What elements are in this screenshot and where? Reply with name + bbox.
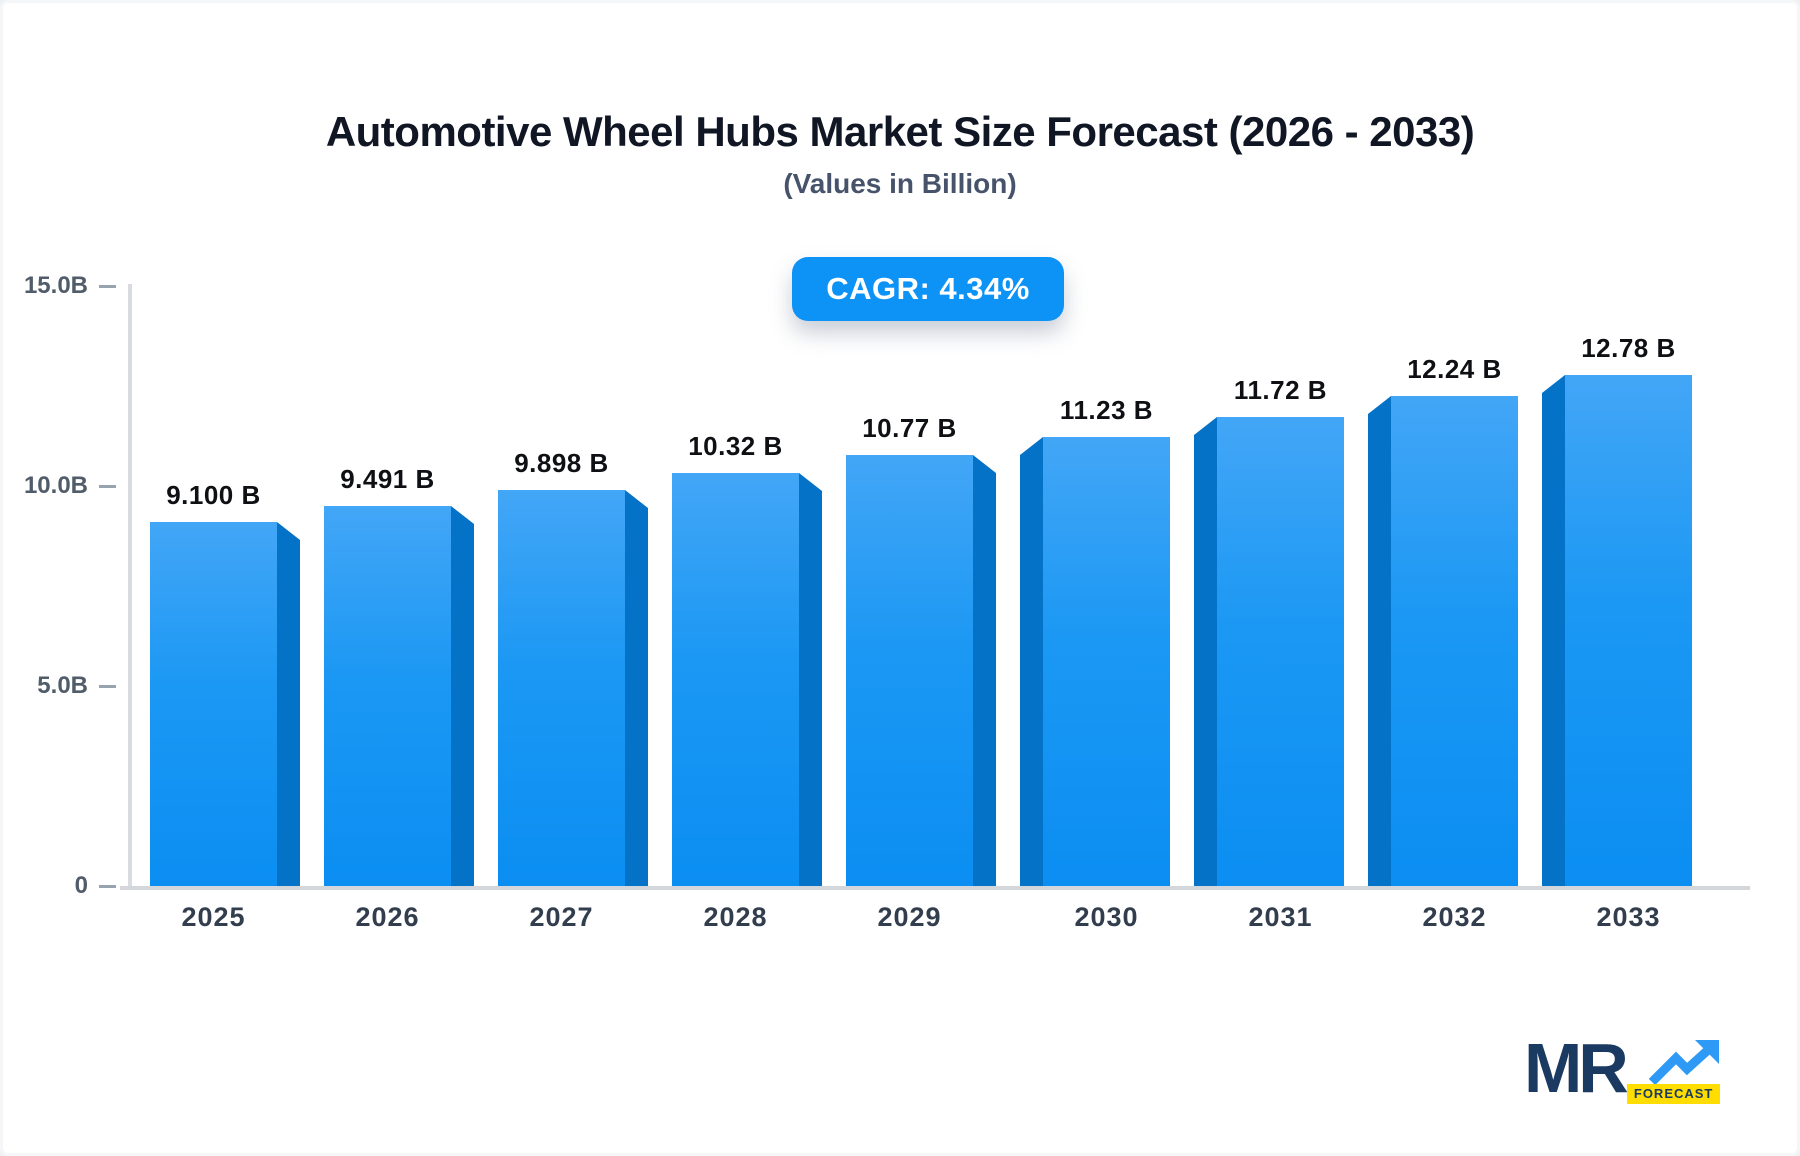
bar-2028 <box>672 473 799 886</box>
y-axis-tick-label: 5.0B <box>37 672 88 699</box>
bar-value-label: 11.23 B <box>1059 395 1154 425</box>
logo-right-block: FORECAST <box>1626 1040 1721 1104</box>
bar-value-label: 10.77 B <box>862 413 957 443</box>
y-axis-tick-label: 15.0B <box>23 272 88 299</box>
chart-subtitle: (Values in Billion) <box>783 168 1017 199</box>
bar-value-label: 10.32 B <box>688 431 783 461</box>
bar-side-face <box>1542 375 1565 886</box>
x-axis-label: 2028 <box>703 902 768 932</box>
bar-2032 <box>1391 396 1518 886</box>
x-axis-line <box>120 886 1750 890</box>
x-axis-label: 2032 <box>1422 902 1487 932</box>
bar-side-face <box>1020 437 1043 886</box>
x-axis-label: 2033 <box>1596 902 1661 932</box>
bar-2027 <box>498 490 625 886</box>
bar-2030 <box>1043 437 1170 886</box>
bar-value-label: 9.100 B <box>166 480 261 510</box>
x-axis-label: 2027 <box>529 902 594 932</box>
bar-side-face <box>1194 417 1217 886</box>
bar-value-label: 12.78 B <box>1581 333 1676 363</box>
y-axis-line <box>128 284 132 888</box>
x-axis-label: 2031 <box>1248 902 1313 932</box>
brand-logo: MR FORECAST <box>1524 1029 1721 1107</box>
trend-arrow-icon <box>1649 1040 1720 1086</box>
y-axis-tick <box>99 685 116 688</box>
bar-2025 <box>150 522 277 886</box>
bar-2026 <box>324 506 451 886</box>
y-axis-tick <box>99 885 116 888</box>
y-axis-tick-label: 10.0B <box>23 472 88 499</box>
bar-value-label: 11.72 B <box>1233 375 1328 405</box>
bar-side-face <box>625 490 648 886</box>
bar-2029 <box>846 455 973 886</box>
x-axis-label: 2030 <box>1074 902 1139 932</box>
y-axis-tick-label: 0 <box>74 872 88 899</box>
bar-2031 <box>1217 417 1344 886</box>
x-axis-label: 2025 <box>181 902 246 932</box>
y-axis-tick <box>99 485 116 488</box>
bar-value-label: 9.898 B <box>514 448 609 478</box>
chart-title: Automotive Wheel Hubs Market Size Foreca… <box>325 108 1475 155</box>
logo-mr-text: MR <box>1524 1029 1629 1107</box>
bar-side-face <box>973 455 996 886</box>
logo-forecast-text: FORECAST <box>1626 1084 1721 1104</box>
bar-2033 <box>1565 375 1692 886</box>
x-axis-label: 2029 <box>877 902 942 932</box>
bar-value-label: 9.491 B <box>340 464 435 494</box>
bar-side-face <box>451 506 474 886</box>
x-axis-label: 2026 <box>355 902 420 932</box>
bar-value-label: 12.24 B <box>1407 354 1502 384</box>
bar-side-face <box>277 522 300 886</box>
bar-side-face <box>1368 396 1391 886</box>
bar-side-face <box>799 473 822 886</box>
cagr-badge: CAGR: 4.34% <box>792 257 1064 321</box>
y-axis-tick <box>99 285 116 288</box>
